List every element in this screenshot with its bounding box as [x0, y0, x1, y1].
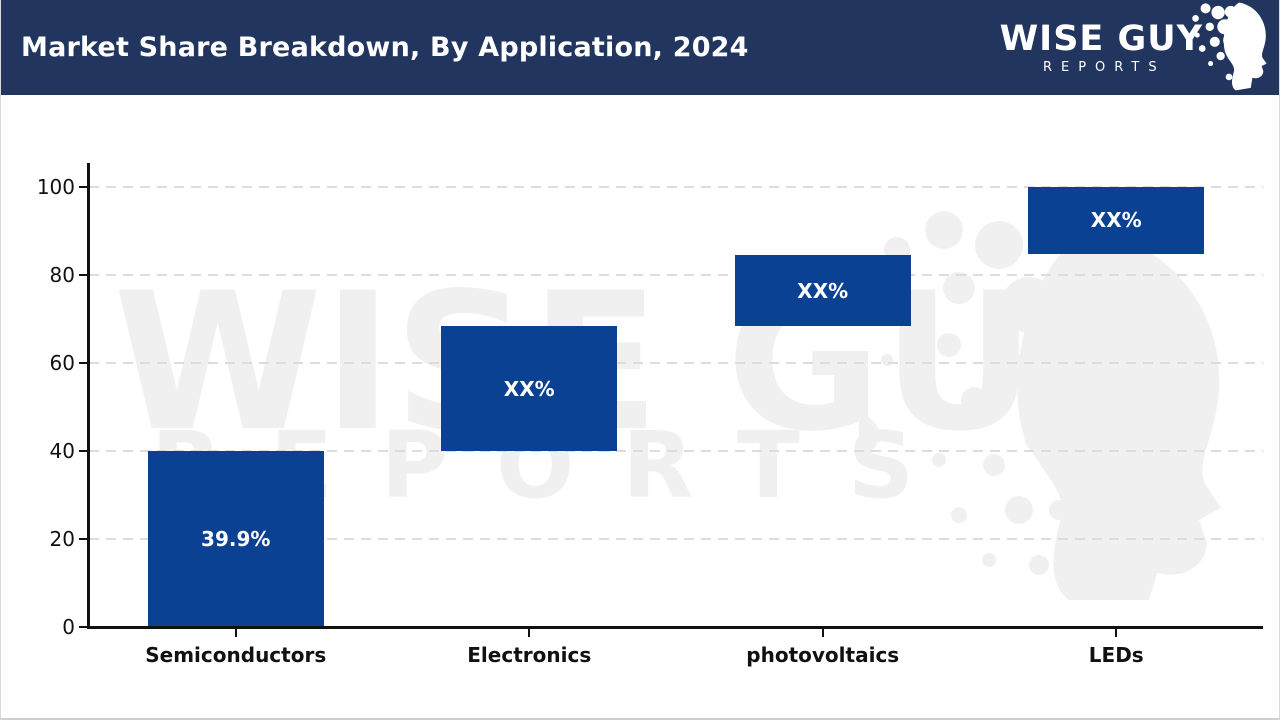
gridline-y40 — [89, 450, 1263, 452]
x-axis-label-photovoltaics: photovoltaics — [746, 643, 900, 667]
x-axis-tick — [1115, 629, 1118, 637]
x-axis-label-leds: LEDs — [1088, 643, 1144, 667]
gridline-y80 — [89, 274, 1263, 276]
x-axis-label-electronics: Electronics — [467, 643, 592, 667]
y-axis-label-60: 60 — [49, 351, 75, 375]
gridline-y60 — [89, 362, 1263, 364]
bar-value-label: XX% — [797, 278, 849, 303]
y-axis-tick — [79, 362, 87, 364]
brand-subtitle: REPORTS — [1042, 60, 1166, 75]
bar-value-label: XX% — [503, 376, 555, 401]
dotted-head-profile-icon — [1192, 2, 1267, 90]
page-title: Market Share Breakdown, By Application, … — [21, 32, 749, 63]
gridline-y100 — [89, 186, 1263, 188]
bar-electronics — [441, 326, 618, 452]
x-axis-label-semiconductors: Semiconductors — [145, 643, 327, 667]
x-axis-tick — [234, 629, 237, 637]
y-axis-label-20: 20 — [49, 527, 75, 551]
brand-logo-text: WISE GUY REPORTS — [999, 19, 1203, 76]
brand-logo: WISE GUY REPORTS — [999, 2, 1279, 92]
brand-name: WISE GUY — [999, 19, 1203, 59]
y-axis-tick — [79, 538, 87, 540]
chart-area: 0 20 40 60 80 100 39.9% Semiconductors XX% Electr… — [1, 95, 1279, 718]
y-axis-label-0: 0 — [62, 615, 75, 639]
x-axis-line — [87, 626, 1263, 629]
gridline-y20 — [89, 538, 1263, 540]
y-axis-label-80: 80 — [49, 263, 75, 287]
y-axis-tick — [79, 450, 87, 452]
y-axis-tick — [79, 626, 87, 628]
header-bar: Market Share Breakdown, By Application, … — [1, 0, 1279, 95]
x-axis-tick — [821, 629, 824, 637]
bar-photovoltaics — [734, 254, 911, 327]
bar-value-label: XX% — [1090, 208, 1142, 233]
y-axis-tick — [79, 274, 87, 276]
y-axis-label-100: 100 — [36, 175, 75, 199]
bar-semiconductors — [147, 451, 324, 627]
y-axis-line — [87, 163, 90, 629]
y-axis-tick — [79, 186, 87, 188]
x-axis-tick — [528, 629, 531, 637]
y-axis-label-40: 40 — [49, 439, 75, 463]
bar-value-label: 39.9% — [201, 527, 271, 552]
